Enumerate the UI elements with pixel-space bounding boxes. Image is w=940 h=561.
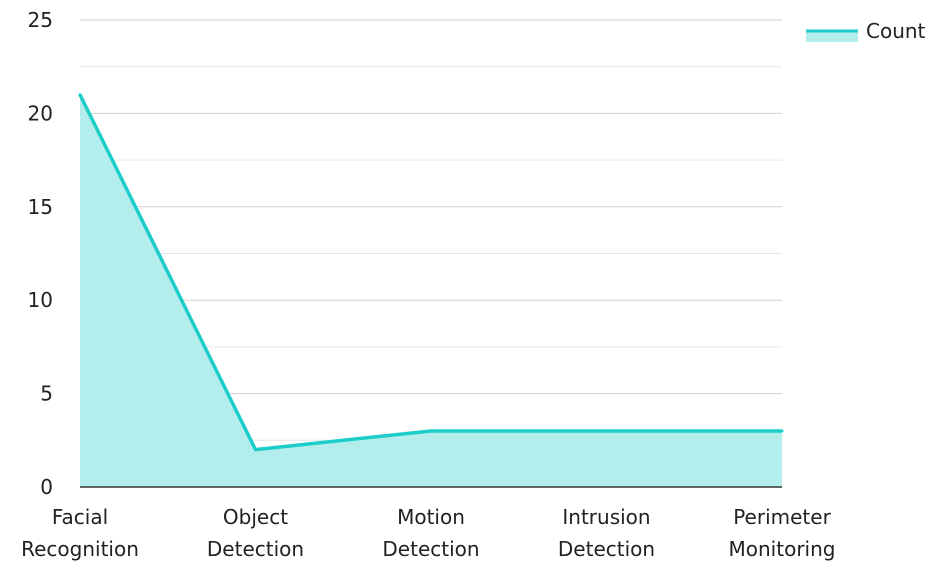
series-area-fill xyxy=(80,94,782,487)
y-tick-label: 5 xyxy=(40,382,53,406)
x-category-label: Perimeter Monitoring xyxy=(729,505,836,561)
x-category-label: Motion Detection xyxy=(382,505,479,561)
legend-label: Count xyxy=(866,19,926,43)
y-tick-label: 25 xyxy=(28,8,53,32)
series-area xyxy=(78,93,784,487)
legend-swatch-fill xyxy=(806,30,858,42)
data-point xyxy=(605,429,608,433)
y-tick-label: 10 xyxy=(28,288,53,312)
x-category-label: Facial Recognition xyxy=(21,505,139,561)
data-point xyxy=(780,429,784,433)
data-point xyxy=(429,429,433,433)
x-axis-categories: Facial Recognition Object Detection Motion De… xyxy=(21,505,835,561)
legend: Count xyxy=(806,19,926,43)
x-category-label: Object Detection xyxy=(207,505,304,561)
y-tick-label: 15 xyxy=(28,195,53,219)
data-point xyxy=(254,448,257,452)
y-tick-label: 0 xyxy=(40,475,53,499)
y-axis-ticks: 0 5 10 15 20 25 xyxy=(28,8,53,499)
data-point xyxy=(78,93,82,97)
y-tick-label: 20 xyxy=(28,101,53,125)
x-category-label: Intrusion Detection xyxy=(558,505,655,561)
